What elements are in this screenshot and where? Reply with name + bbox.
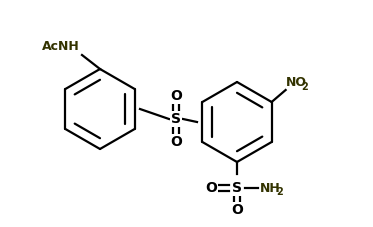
Text: O: O (170, 135, 182, 149)
Text: AcNH: AcNH (42, 40, 80, 53)
Text: 2: 2 (276, 187, 283, 197)
Text: NH: NH (260, 182, 281, 195)
Text: S: S (171, 112, 181, 126)
Text: O: O (170, 89, 182, 103)
Text: O: O (231, 203, 243, 217)
Text: NO: NO (286, 76, 307, 89)
Text: O: O (205, 181, 217, 195)
Text: S: S (232, 181, 242, 195)
Text: 2: 2 (302, 82, 308, 92)
